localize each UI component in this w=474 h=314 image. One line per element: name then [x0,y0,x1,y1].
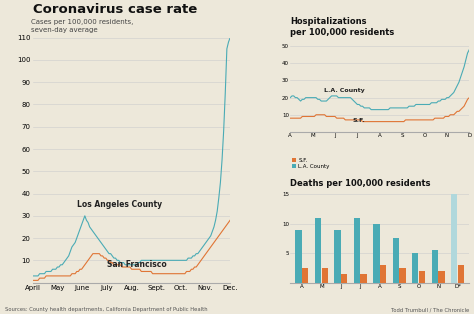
Bar [295,230,302,283]
Legend: S.F., L.A. County: S.F., L.A. County [290,155,332,171]
Bar [380,265,386,283]
Bar [432,250,438,283]
Text: Sources: County health departments, California Department of Public Health: Sources: County health departments, Cali… [5,307,207,312]
Bar [302,268,309,283]
Bar [361,274,367,283]
Bar [419,271,425,283]
Bar [321,268,328,283]
Bar [341,274,347,283]
Text: Los Angeles County: Los Angeles County [77,200,163,209]
Bar [438,271,445,283]
Bar [400,268,406,283]
Text: San Francisco: San Francisco [107,260,167,269]
Text: Coronavirus case rate: Coronavirus case rate [33,3,198,16]
Text: Deaths per 100,000 residents: Deaths per 100,000 residents [290,179,431,188]
Bar [412,253,419,283]
Bar [451,194,457,283]
Text: Hospitalizations
per 100,000 residents: Hospitalizations per 100,000 residents [290,17,394,37]
Bar [335,230,341,283]
Bar [393,238,399,283]
Bar [354,218,360,283]
Text: L.A. County: L.A. County [324,89,365,94]
Text: S.F.: S.F. [353,118,365,122]
Bar [315,218,321,283]
Bar [374,224,380,283]
Bar [458,265,464,283]
Text: Cases per 100,000 residents,
seven-day average: Cases per 100,000 residents, seven-day a… [31,19,134,33]
Text: Todd Trumbull / The Chronicle: Todd Trumbull / The Chronicle [391,307,469,312]
